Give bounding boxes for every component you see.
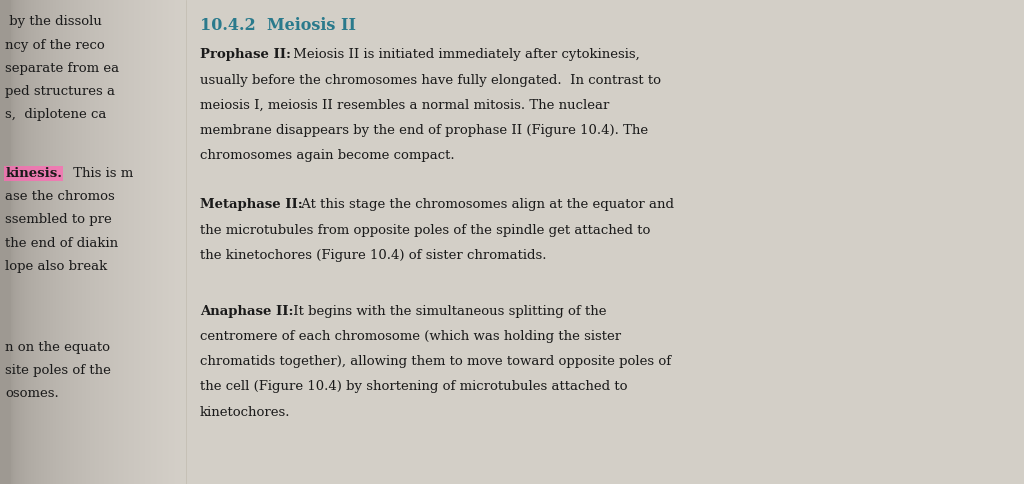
Text: Metaphase II:: Metaphase II: xyxy=(200,198,302,212)
Text: meiosis I, meiosis II resembles a normal mitosis. The nuclear: meiosis I, meiosis II resembles a normal… xyxy=(200,99,609,112)
Text: the cell (Figure 10.4) by shortening of microtubules attached to: the cell (Figure 10.4) by shortening of … xyxy=(200,380,627,393)
Text: This is m: This is m xyxy=(70,167,133,180)
Text: Meiosis II is initiated immediately after cytokinesis,: Meiosis II is initiated immediately afte… xyxy=(290,48,640,61)
Text: the microtubules from opposite poles of the spindle get attached to: the microtubules from opposite poles of … xyxy=(200,224,650,237)
Text: site poles of the: site poles of the xyxy=(5,364,111,377)
Text: chromosomes again become compact.: chromosomes again become compact. xyxy=(200,149,455,162)
Text: ase the chromos: ase the chromos xyxy=(5,190,115,203)
Text: ncy of the reco: ncy of the reco xyxy=(5,39,104,52)
Text: n on the equato: n on the equato xyxy=(5,341,111,354)
Text: At this stage the chromosomes align at the equator and: At this stage the chromosomes align at t… xyxy=(297,198,674,212)
Text: the end of diakin: the end of diakin xyxy=(5,237,118,250)
Text: membrane disappears by the end of prophase II (Figure 10.4). The: membrane disappears by the end of propha… xyxy=(200,124,648,137)
Text: s,  diplotene ca: s, diplotene ca xyxy=(5,108,106,121)
Text: Anaphase II:: Anaphase II: xyxy=(200,305,293,318)
Text: It begins with the simultaneous splitting of the: It begins with the simultaneous splittin… xyxy=(290,305,607,318)
Text: the kinetochores (Figure 10.4) of sister chromatids.: the kinetochores (Figure 10.4) of sister… xyxy=(200,249,546,262)
Text: ssembled to pre: ssembled to pre xyxy=(5,213,112,227)
Text: centromere of each chromosome (which was holding the sister: centromere of each chromosome (which was… xyxy=(200,330,621,343)
Text: kinetochores.: kinetochores. xyxy=(200,406,290,419)
Text: osomes.: osomes. xyxy=(5,387,58,400)
Text: chromatids together), allowing them to move toward opposite poles of: chromatids together), allowing them to m… xyxy=(200,355,671,368)
Text: kinesis.: kinesis. xyxy=(5,167,62,180)
Text: Prophase II:: Prophase II: xyxy=(200,48,291,61)
Text: separate from ea: separate from ea xyxy=(5,62,119,75)
Text: lope also break: lope also break xyxy=(5,260,108,273)
Text: 10.4.2  Meiosis II: 10.4.2 Meiosis II xyxy=(200,17,355,34)
Text: ped structures a: ped structures a xyxy=(5,85,115,98)
Text: usually before the chromosomes have fully elongated.  In contrast to: usually before the chromosomes have full… xyxy=(200,74,660,87)
Text: by the dissolu: by the dissolu xyxy=(5,15,102,28)
